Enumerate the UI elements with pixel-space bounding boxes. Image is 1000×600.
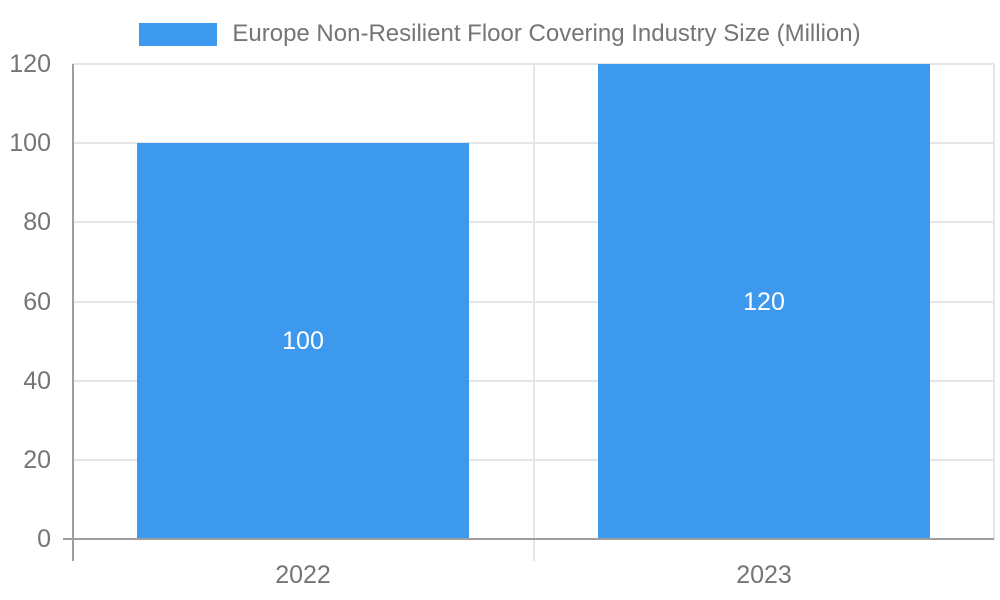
bar-2023[interactable]: 120 xyxy=(598,64,930,539)
legend-swatch xyxy=(139,22,218,46)
y-tick-label-100: 100 xyxy=(9,129,51,157)
y-axis-line xyxy=(72,64,74,561)
y-tick-label-20: 20 xyxy=(23,446,51,474)
category-separator xyxy=(533,64,535,561)
y-tick-label-60: 60 xyxy=(23,288,51,316)
y-tick-label-0: 0 xyxy=(37,525,51,553)
legend[interactable]: Europe Non-Resilient Floor Covering Indu… xyxy=(0,20,1000,48)
x-axis-baseline xyxy=(63,538,994,540)
x-tick-label-2022: 2022 xyxy=(275,561,331,589)
legend-label: Europe Non-Resilient Floor Covering Indu… xyxy=(232,20,861,47)
x-tick-label-2023: 2023 xyxy=(736,561,792,589)
y-tick-label-120: 120 xyxy=(9,50,51,78)
bar-2022[interactable]: 100 xyxy=(137,143,469,539)
bar-value-label-2023: 120 xyxy=(743,287,785,316)
y-tick-label-80: 80 xyxy=(23,208,51,236)
y-tick-label-40: 40 xyxy=(23,367,51,395)
plot-right-border xyxy=(993,64,995,539)
bar-value-label-2022: 100 xyxy=(282,327,324,355)
